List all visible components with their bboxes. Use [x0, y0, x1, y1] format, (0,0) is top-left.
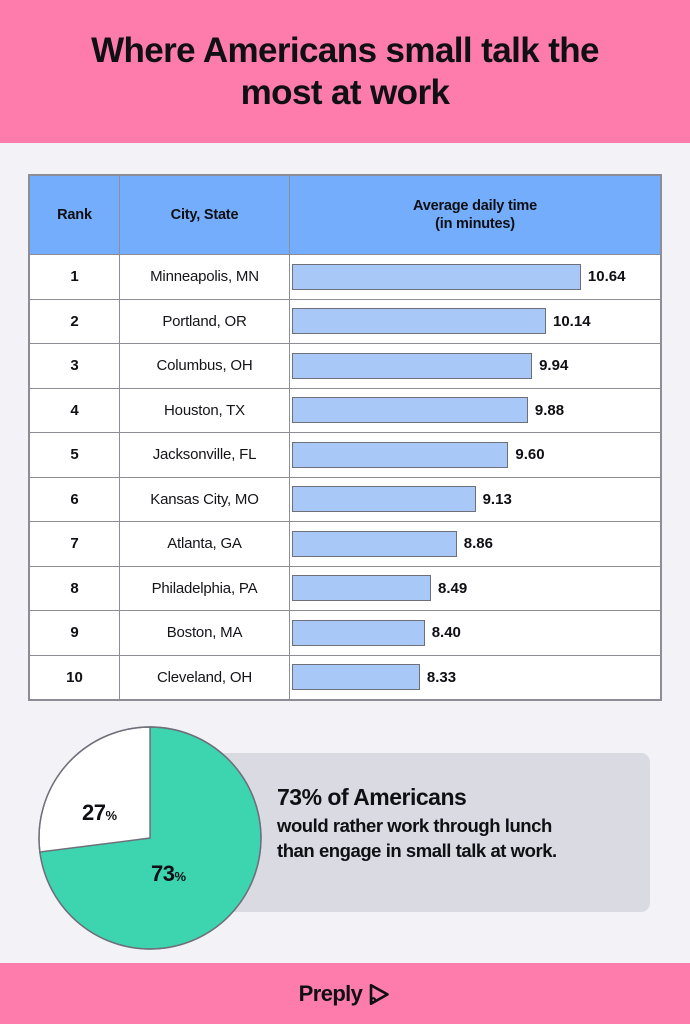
cell-city: Houston, TX — [119, 387, 290, 433]
stat-headline: 73% of Americans — [277, 784, 467, 810]
pie-label-73-unit: % — [174, 869, 187, 884]
pie-label-73-number: 73 — [151, 861, 175, 886]
table-row: 5 Jacksonville, FL 9.60 — [29, 432, 661, 478]
cell-city: Kansas City, MO — [119, 476, 290, 522]
column-header-rank-label: Rank — [57, 206, 92, 223]
cell-bar: 8.49 — [289, 565, 661, 611]
table-row: 3 Columbus, OH 9.94 — [29, 343, 661, 389]
bar-fill — [292, 397, 528, 424]
cell-rank: 7 — [29, 521, 120, 567]
page-title: Where Americans small talk the most at w… — [91, 31, 599, 112]
cell-bar: 9.60 — [289, 432, 661, 478]
ranking-table: Rank City, State Average daily time (in … — [29, 175, 661, 700]
cell-city: Jacksonville, FL — [119, 432, 290, 478]
bar-fill — [292, 664, 420, 691]
pie-slice-27 — [38, 726, 151, 853]
cell-bar: 9.94 — [289, 343, 661, 389]
bar-value-label: 10.14 — [553, 312, 591, 330]
cell-rank: 1 — [29, 254, 120, 300]
cell-rank: 2 — [29, 298, 120, 344]
column-header-rank: Rank — [29, 175, 120, 255]
bar-value-label: 8.86 — [463, 535, 493, 553]
bar-fill — [292, 352, 533, 379]
column-header-average-time-label: Average daily time — [412, 197, 537, 214]
cell-bar: 10.64 — [289, 254, 661, 300]
table-header: Rank City, State Average daily time (in … — [29, 175, 661, 255]
table-row: 2 Portland, OR 10.14 — [29, 298, 661, 344]
table-body: 1 Minneapolis, MN 10.64 2 Portland, OR 10.14 3… — [29, 254, 661, 700]
table-row: 1 Minneapolis, MN 10.64 — [29, 254, 661, 300]
table-row: 9 Boston, MA 8.40 — [29, 610, 661, 656]
table-row: 10 Cleveland, OH 8.33 — [29, 654, 661, 700]
bar-value-label: 10.64 — [587, 268, 626, 286]
cell-rank: 3 — [29, 343, 120, 389]
stat-text-block: 73% of Americans would rather work throu… — [277, 783, 647, 863]
cell-rank: 9 — [29, 610, 120, 656]
table-row: 4 Houston, TX 9.88 — [29, 387, 661, 433]
bar-value-label: 8.49 — [438, 579, 468, 597]
stat-line-1: would rather work through lunch — [277, 814, 552, 836]
bar-value-label: 9.60 — [515, 446, 545, 464]
bar-fill — [292, 263, 581, 290]
bar-fill — [292, 441, 509, 468]
cell-city: Boston, MA — [119, 610, 290, 656]
bar-value-label: 8.40 — [431, 624, 461, 642]
cell-bar: 9.13 — [289, 476, 661, 522]
cell-city: Atlanta, GA — [119, 521, 290, 567]
bar-value-label: 9.88 — [534, 401, 565, 419]
cell-city: Columbus, OH — [119, 343, 290, 389]
cell-city: Philadelphia, PA — [119, 565, 290, 611]
column-header-city: City, State — [119, 175, 290, 255]
column-header-city-label: City, State — [170, 206, 239, 223]
cell-rank: 10 — [29, 654, 120, 700]
cell-city: Portland, OR — [119, 298, 290, 344]
bar-value-label: 9.94 — [539, 357, 569, 375]
bar-fill — [292, 486, 476, 513]
pie-label-27: 27% — [82, 800, 117, 826]
cell-city: Minneapolis, MN — [119, 254, 290, 300]
bar-fill — [292, 530, 457, 557]
cell-bar: 10.14 — [289, 298, 661, 344]
footer-banner: Preply — [0, 963, 690, 1024]
bar-value-label: 9.13 — [482, 490, 512, 508]
cell-bar: 8.40 — [289, 610, 661, 656]
pie-label-73: 73% — [151, 861, 186, 887]
column-header-average-time-sublabel: (in minutes) — [435, 216, 515, 232]
table-header-row: Rank City, State Average daily time (in … — [29, 175, 661, 255]
column-header-average-time: Average daily time (in minutes) — [289, 175, 661, 255]
cell-city: Cleveland, OH — [119, 654, 290, 700]
cell-bar: 8.86 — [289, 521, 661, 567]
cell-rank: 5 — [29, 432, 120, 478]
brand-name: Preply — [298, 980, 363, 1006]
pie-chart-svg — [38, 726, 262, 950]
preply-logo-icon — [370, 983, 390, 1005]
cell-bar: 9.88 — [289, 387, 661, 433]
pie-chart: 27% 73% — [38, 726, 262, 950]
cell-rank: 4 — [29, 387, 120, 433]
cell-bar: 8.33 — [289, 654, 661, 700]
pie-outline — [38, 726, 262, 950]
bar-fill — [292, 619, 425, 646]
pie-label-27-number: 27 — [82, 800, 106, 825]
cell-rank: 6 — [29, 476, 120, 522]
bar-fill — [292, 575, 431, 602]
stat-line-2: than engage in small talk at work. — [277, 839, 557, 861]
pie-label-27-unit: % — [105, 808, 118, 823]
pie-stat-section: 27% 73% 73% of Americans would rather wo… — [0, 715, 690, 950]
table-row: 6 Kansas City, MO 9.13 — [29, 476, 661, 522]
bar-value-label: 8.33 — [426, 668, 457, 686]
ranking-table-container: Rank City, State Average daily time (in … — [28, 174, 662, 701]
table-row: 7 Atlanta, GA 8.86 — [29, 521, 661, 567]
table-row: 8 Philadelphia, PA 8.49 — [29, 565, 661, 611]
cell-rank: 8 — [29, 565, 120, 611]
header-banner: Where Americans small talk the most at w… — [0, 0, 690, 143]
bar-fill — [292, 308, 546, 335]
